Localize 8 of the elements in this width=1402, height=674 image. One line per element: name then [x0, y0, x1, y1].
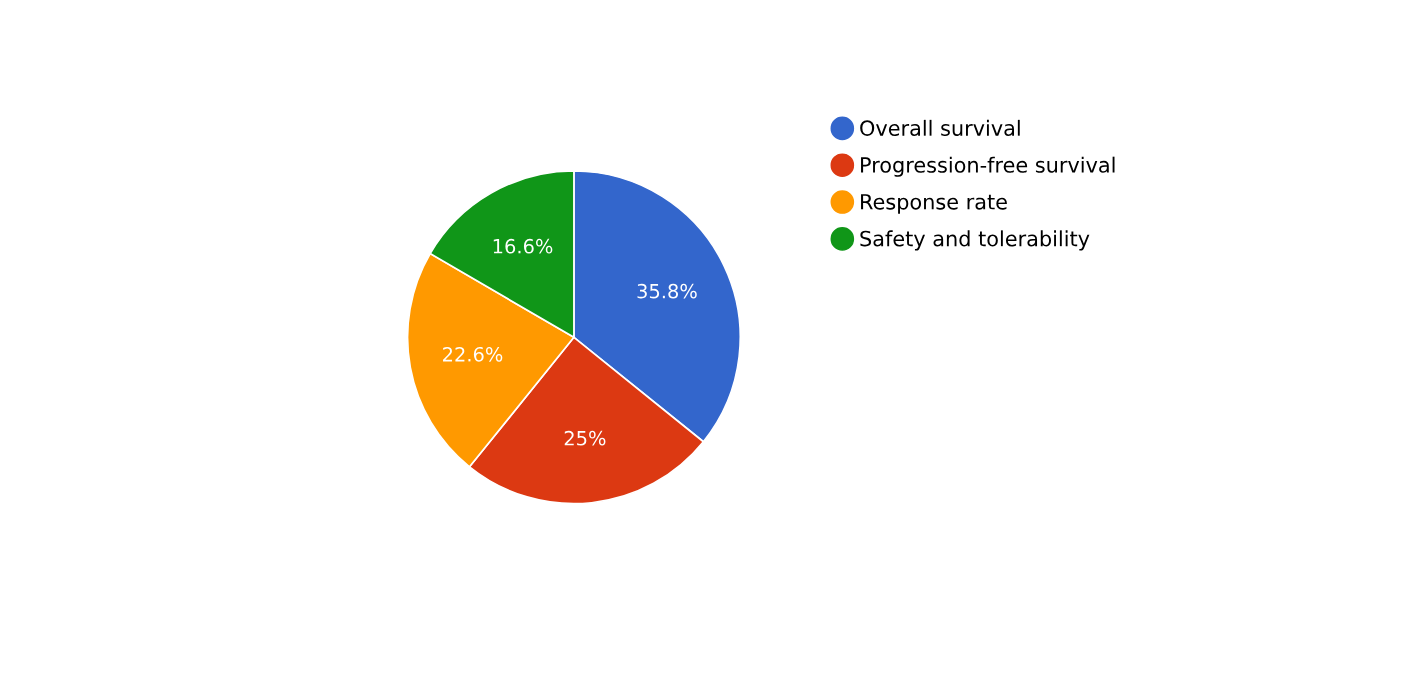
- data-label: 16.6%: [493, 238, 553, 254]
- legend-label: Overall survival: [860, 119, 1020, 136]
- legend-label: Response rate: [861, 194, 1007, 214]
- data-label: 35.8%: [637, 283, 697, 299]
- legend-label: Progression-free survival: [861, 156, 1115, 177]
- data-label: 22.6%: [443, 346, 503, 362]
- data-label: 25%: [564, 430, 606, 446]
- legend-label: Safety and tolerability: [860, 230, 1090, 251]
